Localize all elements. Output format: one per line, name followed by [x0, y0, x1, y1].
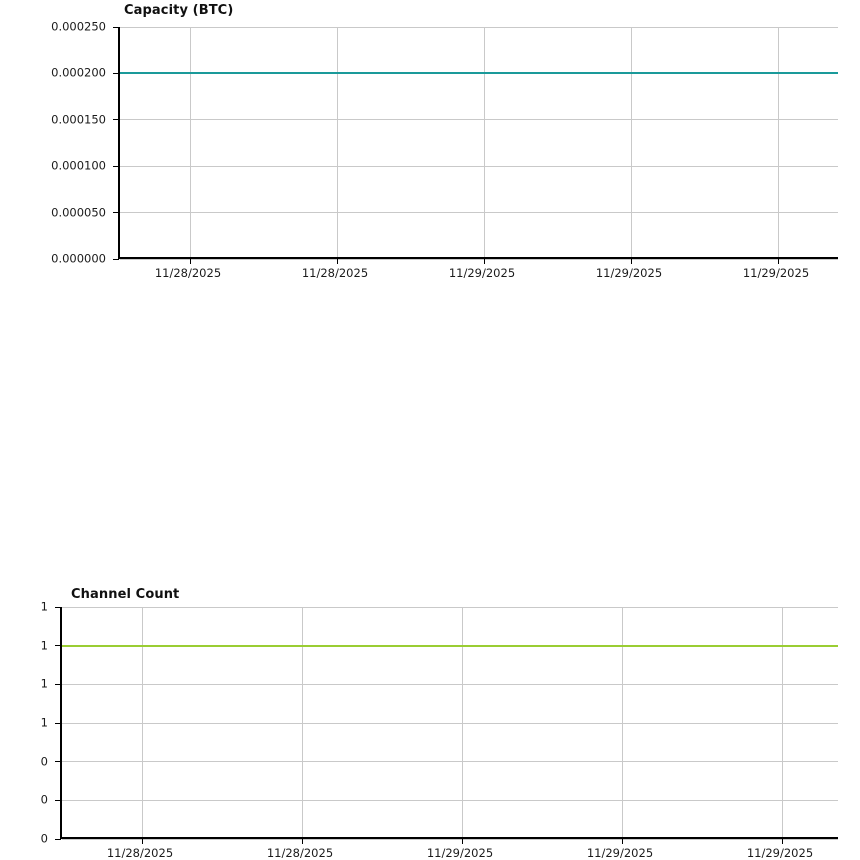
x-tick-label: 11/28/2025 [301, 266, 369, 280]
x-tick-label: 11/29/2025 [448, 266, 516, 280]
gridline-vertical [782, 607, 783, 837]
x-tick-label: 11/29/2025 [595, 266, 663, 280]
capacity-plot-area[interactable] [113, 26, 838, 264]
y-tick-mark [55, 645, 61, 647]
x-tick-label: 11/28/2025 [154, 266, 222, 280]
y-tick-label: 0.000100 [51, 158, 106, 173]
gridline-horizontal [62, 722, 838, 724]
x-tick-mark [142, 838, 143, 844]
channel-series-line [62, 644, 838, 647]
y-tick-label: 0.000000 [51, 251, 106, 266]
gridline-horizontal [62, 799, 838, 801]
y-tick-mark [113, 212, 119, 214]
gridline-horizontal [120, 212, 838, 214]
y-tick-label: 1 [40, 599, 48, 614]
y-tick-mark [113, 165, 119, 167]
gridline-horizontal [120, 119, 838, 121]
y-tick-mark [55, 683, 61, 685]
gridline-vertical [484, 27, 485, 257]
x-tick-mark [631, 258, 632, 264]
gridline-vertical [337, 27, 338, 257]
gridline-horizontal [62, 838, 838, 840]
y-tick-mark [113, 26, 119, 28]
x-tick-mark [778, 258, 779, 264]
y-tick-mark [55, 838, 61, 840]
y-tick-label: 1 [40, 676, 48, 691]
gridline-vertical [142, 607, 143, 837]
y-tick-label: 0.000150 [51, 112, 106, 127]
channel-gridlines [55, 606, 838, 844]
y-tick-mark [55, 799, 61, 801]
y-tick-label: 0.000200 [51, 65, 106, 80]
x-tick-label: 11/29/2025 [746, 846, 814, 860]
x-tick-label: 11/29/2025 [742, 266, 810, 280]
x-tick-label: 11/28/2025 [266, 846, 334, 860]
y-tick-label: 0.000050 [51, 204, 106, 219]
x-tick-mark [782, 838, 783, 844]
y-tick-mark [113, 119, 119, 121]
x-tick-mark [337, 258, 338, 264]
channel-chart-panel: Channel Count 1 1 1 1 0 0 0 11/28/2025 11/28/20… [0, 290, 860, 859]
y-tick-label: 1 [40, 637, 48, 652]
gridline-horizontal [120, 258, 838, 260]
gridline-vertical [778, 27, 779, 257]
y-tick-label: 0.000250 [51, 19, 106, 34]
x-tick-mark [462, 838, 463, 844]
gridline-horizontal [120, 26, 838, 28]
gridline-vertical [302, 607, 303, 837]
y-tick-mark [113, 72, 119, 74]
channel-plot-area[interactable] [55, 606, 838, 844]
y-tick-label: 0 [40, 792, 48, 807]
capacity-chart-title: Capacity (BTC) [124, 3, 234, 18]
y-tick-mark [55, 722, 61, 724]
y-tick-label: 0 [40, 831, 48, 846]
y-tick-mark [55, 606, 61, 608]
y-tick-mark [113, 258, 119, 260]
capacity-series-line [120, 72, 838, 75]
y-tick-mark [55, 761, 61, 763]
capacity-chart-panel: Capacity (BTC) 0.000250 0.000200 0.000150 0… [0, 0, 860, 300]
gridline-horizontal [62, 761, 838, 763]
gridline-horizontal [120, 165, 838, 167]
capacity-gridlines [113, 26, 838, 264]
gridline-vertical [462, 607, 463, 837]
x-tick-mark [484, 258, 485, 264]
channel-chart-title: Channel Count [71, 587, 180, 602]
gridline-horizontal [62, 683, 838, 685]
x-tick-mark [622, 838, 623, 844]
x-tick-mark [302, 838, 303, 844]
gridline-horizontal [62, 606, 838, 608]
x-tick-label: 11/29/2025 [586, 846, 654, 860]
y-tick-label: 1 [40, 715, 48, 730]
y-tick-label: 0 [40, 753, 48, 768]
x-tick-mark [190, 258, 191, 264]
gridline-vertical [190, 27, 191, 257]
gridline-vertical [622, 607, 623, 837]
gridline-vertical [631, 27, 632, 257]
x-tick-label: 11/29/2025 [426, 846, 494, 860]
x-tick-label: 11/28/2025 [106, 846, 174, 860]
